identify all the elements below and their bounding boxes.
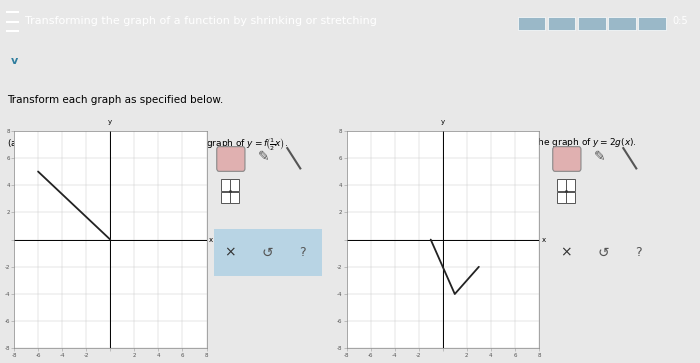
Text: y: y xyxy=(441,119,444,125)
FancyBboxPatch shape xyxy=(557,192,566,203)
FancyBboxPatch shape xyxy=(566,192,575,203)
FancyBboxPatch shape xyxy=(566,179,575,191)
Text: v: v xyxy=(10,56,18,66)
Text: ↺: ↺ xyxy=(598,246,610,260)
FancyBboxPatch shape xyxy=(221,179,230,191)
Text: x: x xyxy=(209,237,213,242)
FancyBboxPatch shape xyxy=(230,179,239,191)
Text: Transforming the graph of a function by shrinking or stretching: Transforming the graph of a function by … xyxy=(25,16,377,26)
Text: ?: ? xyxy=(299,246,306,259)
Text: ✎: ✎ xyxy=(258,151,270,164)
FancyBboxPatch shape xyxy=(578,17,606,30)
Text: ?: ? xyxy=(635,246,642,259)
FancyBboxPatch shape xyxy=(217,147,245,171)
Text: Transform each graph as specified below.: Transform each graph as specified below. xyxy=(7,95,223,105)
FancyBboxPatch shape xyxy=(214,229,322,276)
Text: (b) The graph of $y=g(x)$ is shown. Draw the graph of $y=2g(x)$.: (b) The graph of $y=g(x)$ is shown. Draw… xyxy=(350,136,637,149)
FancyBboxPatch shape xyxy=(638,17,666,30)
Text: ×: × xyxy=(560,246,572,260)
FancyBboxPatch shape xyxy=(230,192,239,203)
FancyBboxPatch shape xyxy=(553,147,581,171)
Text: ✎: ✎ xyxy=(594,151,606,164)
FancyBboxPatch shape xyxy=(557,179,566,191)
FancyBboxPatch shape xyxy=(548,17,575,30)
FancyBboxPatch shape xyxy=(608,17,636,30)
FancyBboxPatch shape xyxy=(221,192,230,203)
Text: (a) The graph of $y=f(x)$ is shown. Draw the graph of $y=f\!\left(\frac{1}{2}x\r: (a) The graph of $y=f(x)$ is shown. Draw… xyxy=(7,136,288,153)
FancyBboxPatch shape xyxy=(518,17,545,30)
Text: ↺: ↺ xyxy=(262,246,274,260)
Text: y: y xyxy=(108,119,112,125)
Text: x: x xyxy=(541,237,545,242)
Text: ×: × xyxy=(224,246,236,260)
Text: 0:5: 0:5 xyxy=(672,16,687,26)
